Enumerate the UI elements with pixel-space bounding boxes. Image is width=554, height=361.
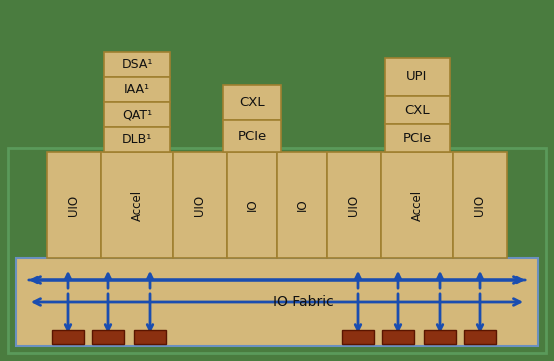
Text: CXL: CXL [404,104,430,117]
Bar [424,330,456,344]
Bar [382,330,414,344]
Bar [384,96,449,124]
Bar [173,152,227,258]
Text: DSA¹: DSA¹ [121,58,153,71]
Text: Accel: Accel [131,190,143,221]
Bar [104,52,170,77]
Text: QAT¹: QAT¹ [122,108,152,121]
Bar [342,330,374,344]
Bar [227,152,277,258]
Text: UIO: UIO [474,195,486,216]
Bar [134,330,166,344]
Bar [104,77,170,102]
Text: DLB¹: DLB¹ [122,133,152,146]
Text: UIO: UIO [347,195,361,216]
Text: UIO: UIO [193,195,207,216]
Bar [464,330,496,344]
Bar [101,152,173,258]
Text: UIO: UIO [68,195,80,216]
Text: UPI: UPI [406,70,428,83]
Text: IO: IO [245,199,259,211]
Bar [384,124,449,152]
Bar [92,330,124,344]
Text: IAA¹: IAA¹ [124,83,150,96]
Bar [104,102,170,127]
Text: CXL: CXL [239,96,265,109]
Bar [52,330,84,344]
Text: IO Fabric: IO Fabric [273,295,334,309]
Bar [277,152,327,258]
Text: PCIe: PCIe [237,130,266,143]
Text: IO: IO [295,199,309,211]
Bar [47,152,101,258]
Bar [381,152,453,258]
Bar [327,152,381,258]
Bar [384,58,449,96]
Text: PCIe: PCIe [402,131,432,144]
Bar [8,148,546,353]
Bar [223,85,281,120]
Bar [453,152,507,258]
Bar [16,258,538,346]
Text: Accel: Accel [411,190,423,221]
Bar [104,127,170,152]
Bar [223,120,281,152]
